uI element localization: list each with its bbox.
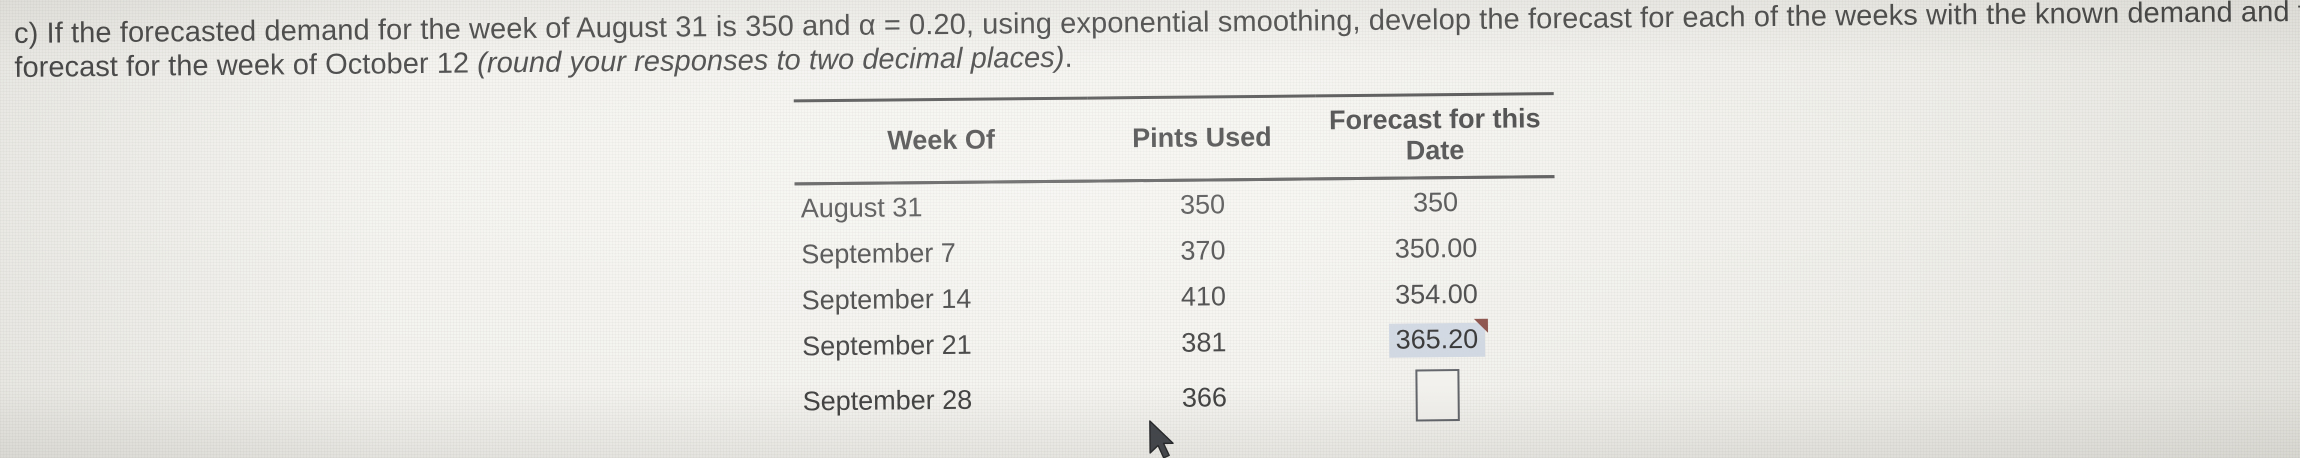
cell-week-of: September 14: [801, 283, 972, 316]
answer-comment-flag-icon: [1474, 318, 1489, 333]
column-header-forecast-line1: Forecast for this: [1328, 103, 1541, 136]
cell-forecast: 354.00: [1395, 278, 1478, 310]
answer-input-filled[interactable]: 365.20: [1388, 318, 1489, 358]
cell-week-of: September 7: [801, 237, 956, 270]
cell-week-of: September 21: [801, 329, 972, 362]
cell-pints-used: 410: [1180, 281, 1227, 312]
cell-pints-used: 350: [1179, 189, 1226, 220]
answer-input-empty[interactable]: [1415, 369, 1460, 422]
cell-week-of: August 31: [800, 192, 923, 224]
cell-pints-used: 366: [1181, 382, 1228, 413]
column-header-week-of: Week Of: [887, 123, 995, 156]
cell-forecast[interactable]: [1318, 362, 1557, 428]
cell-forecast[interactable]: 365.20: [1318, 316, 1557, 364]
forecast-table-wrapper: Week Of Pints Used Forecast for this Dat…: [793, 92, 1557, 434]
forecast-table: Week Of Pints Used Forecast for this Dat…: [793, 92, 1557, 434]
cell-forecast: 350.00: [1394, 232, 1478, 264]
table-body: August 31 350 350 September 7 370 350.00 Septe…: [795, 177, 1557, 434]
column-header-forecast-line2: Date: [1405, 134, 1465, 166]
answer-value: 365.20: [1395, 323, 1479, 355]
table-row: September 28 366: [796, 362, 1557, 433]
cell-week-of: September 28: [802, 384, 973, 417]
column-header-pints-used: Pints Used: [1131, 121, 1272, 153]
table-row: September 14 410 354.00: [795, 270, 1555, 323]
question-line-2-italic: (round your responses to two decimal pla…: [477, 41, 1065, 80]
table-header: Week Of Pints Used Forecast for this Dat…: [793, 93, 1555, 184]
cell-pints-used: 370: [1180, 235, 1226, 266]
question-line-2-tail: .: [1064, 41, 1073, 74]
cell-forecast: 350: [1412, 187, 1459, 218]
table-row: September 21 381 365.20: [796, 316, 1556, 369]
table-row: August 31 350 350: [795, 177, 1555, 232]
table-row: September 7 370 350.00: [795, 224, 1555, 277]
table-header-row: Week Of Pints Used Forecast for this Dat…: [793, 93, 1555, 184]
column-header-forecast-for-this-date: Forecast for this Date: [1315, 94, 1554, 179]
cell-pints-used: 381: [1181, 327, 1227, 358]
question-line-2-plain: forecast for the week of October 12: [14, 47, 478, 84]
question-prompt: c) If the forecasted demand for the week…: [14, 0, 2300, 85]
